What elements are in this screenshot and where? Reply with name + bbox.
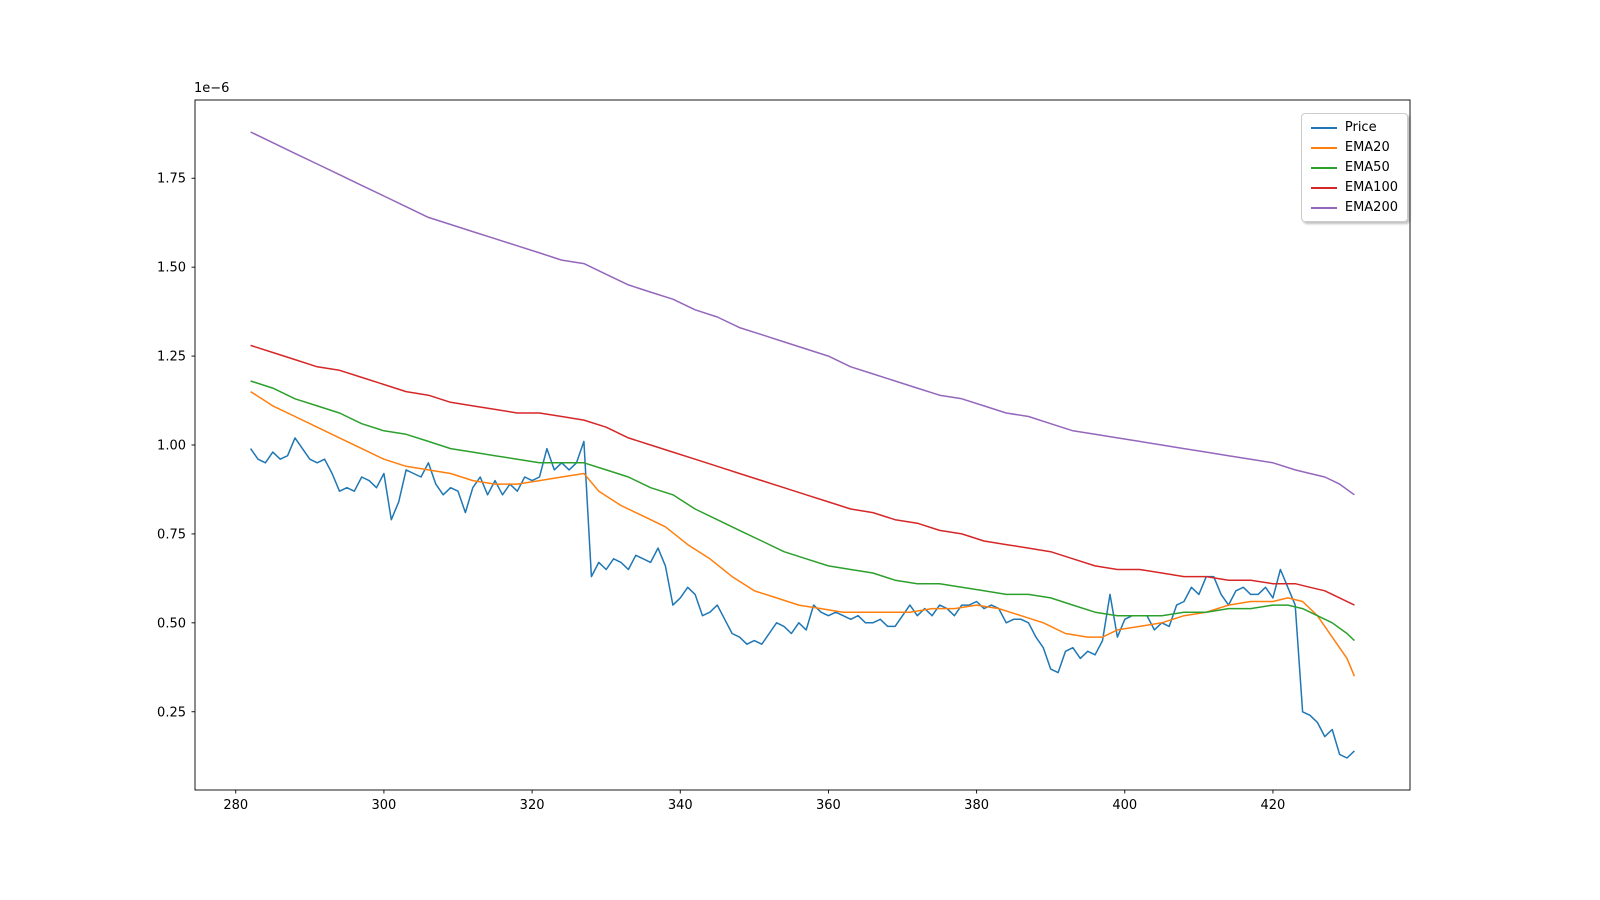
legend-label-ema20: EMA20 [1344, 140, 1390, 155]
line-ema20 [250, 390, 1356, 677]
legend-label-price: Price [1344, 120, 1377, 135]
line-ema200 [250, 131, 1355, 496]
legend-swatch-price [1310, 126, 1337, 129]
legend-swatch-ema100 [1310, 186, 1337, 189]
y-tick-label: 0.75 [157, 527, 186, 542]
legend-item-ema20: EMA20 [1310, 140, 1398, 155]
legend: Price EMA20 EMA50 EMA100 EMA200 [1300, 113, 1408, 222]
line-price [249, 437, 1355, 759]
y-tick-label: 0.25 [157, 705, 186, 720]
x-tick-label: 400 [1112, 798, 1137, 813]
x-tick-label: 360 [816, 798, 841, 813]
x-tick-label: 420 [1261, 798, 1286, 813]
x-tick-label: 300 [372, 798, 397, 813]
y-tick-label: 1.75 [157, 172, 186, 187]
legend-label-ema200: EMA200 [1344, 200, 1398, 215]
y-tick-label: 1.00 [157, 439, 186, 454]
legend-item-ema200: EMA200 [1310, 200, 1398, 215]
y-axis-offset-label: 1e−6 [194, 81, 230, 96]
x-tick-label: 340 [668, 798, 693, 813]
plot-border [194, 99, 1411, 791]
x-tick-label: 280 [223, 798, 248, 813]
legend-label-ema50: EMA50 [1344, 160, 1390, 175]
legend-item-price: Price [1310, 120, 1398, 135]
legend-label-ema100: EMA100 [1344, 180, 1398, 195]
line-ema100 [250, 344, 1355, 606]
x-tick-label: 380 [964, 798, 989, 813]
y-tick-label: 1.50 [157, 261, 186, 276]
legend-swatch-ema50 [1310, 166, 1337, 169]
y-tick-label: 1.25 [157, 350, 186, 365]
legend-swatch-ema20 [1310, 146, 1337, 149]
legend-item-ema100: EMA100 [1310, 180, 1398, 195]
legend-item-ema50: EMA50 [1310, 160, 1398, 175]
x-tick-label: 320 [520, 798, 545, 813]
legend-swatch-ema200 [1310, 206, 1337, 209]
line-ema50 [250, 380, 1355, 642]
y-tick-label: 0.50 [157, 616, 186, 631]
